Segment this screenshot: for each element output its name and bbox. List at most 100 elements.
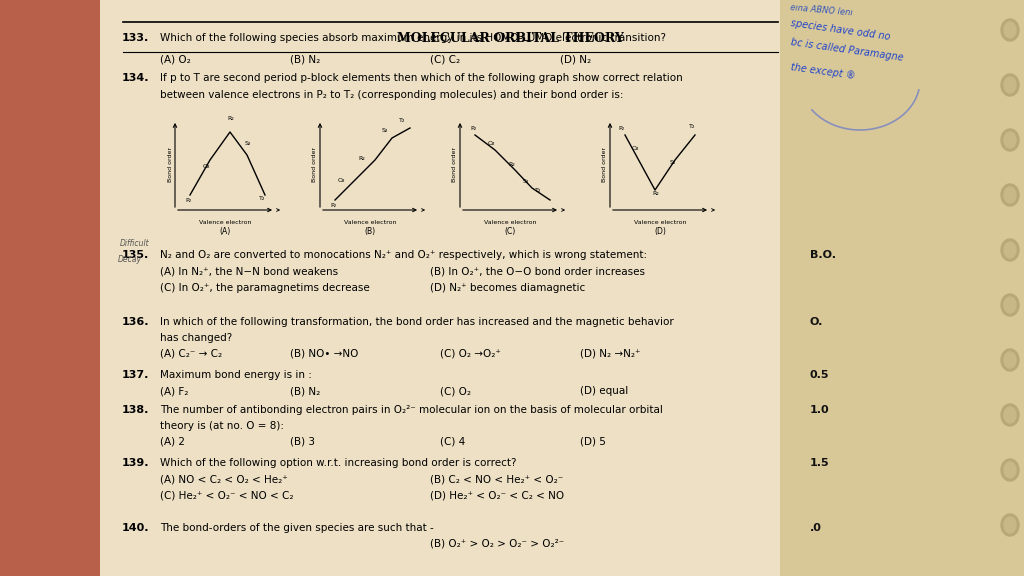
Text: (D): (D) xyxy=(654,227,666,236)
Text: 138.: 138. xyxy=(122,405,150,415)
Ellipse shape xyxy=(1004,462,1016,478)
Text: Which of the following species absorb maximum energy in its HOMO-LUMO electronic: Which of the following species absorb ma… xyxy=(160,33,666,43)
Text: 134.: 134. xyxy=(122,73,150,83)
Text: O₂: O₂ xyxy=(338,178,345,183)
Ellipse shape xyxy=(1004,22,1016,38)
Text: S₂: S₂ xyxy=(382,128,388,133)
Ellipse shape xyxy=(1004,297,1016,313)
Text: Which of the following option w.r.t. increasing bond order is correct?: Which of the following option w.r.t. inc… xyxy=(160,458,516,468)
Text: O₂: O₂ xyxy=(488,141,496,146)
Text: Maximum bond energy is in :: Maximum bond energy is in : xyxy=(160,370,312,380)
Text: Bond order: Bond order xyxy=(312,147,317,183)
Ellipse shape xyxy=(1001,74,1019,96)
Text: (D) He₂⁺ < O₂⁻ < C₂ < NO: (D) He₂⁺ < O₂⁻ < C₂ < NO xyxy=(430,490,564,500)
Ellipse shape xyxy=(1001,239,1019,261)
Text: (A) O₂: (A) O₂ xyxy=(160,55,190,65)
Ellipse shape xyxy=(1004,242,1016,258)
Text: (C): (C) xyxy=(505,227,516,236)
Text: 136.: 136. xyxy=(122,317,150,327)
Text: T₂: T₂ xyxy=(399,118,406,123)
Text: P₂: P₂ xyxy=(470,126,476,131)
Text: Bond order: Bond order xyxy=(602,147,607,183)
Ellipse shape xyxy=(1001,294,1019,316)
Text: B.O.: B.O. xyxy=(810,250,836,260)
Ellipse shape xyxy=(1001,459,1019,481)
Ellipse shape xyxy=(1004,187,1016,203)
Text: (C) In O₂⁺, the paramagnetims decrease: (C) In O₂⁺, the paramagnetims decrease xyxy=(160,283,370,293)
Ellipse shape xyxy=(1001,349,1019,371)
Ellipse shape xyxy=(1004,77,1016,93)
Text: bc is called Paramagne: bc is called Paramagne xyxy=(790,37,904,63)
Text: P₂: P₂ xyxy=(330,203,336,208)
Text: (D) N₂: (D) N₂ xyxy=(560,55,591,65)
Text: 137.: 137. xyxy=(122,370,150,380)
Text: (A) NO < C₂ < O₂ < He₂⁺: (A) NO < C₂ < O₂ < He₂⁺ xyxy=(160,474,288,484)
Text: (D) N₂ →N₂⁺: (D) N₂ →N₂⁺ xyxy=(580,349,640,359)
Ellipse shape xyxy=(1001,404,1019,426)
Text: Valence electron: Valence electron xyxy=(483,219,537,225)
Text: (A) F₂: (A) F₂ xyxy=(160,386,188,396)
Text: O₂: O₂ xyxy=(203,164,211,169)
Text: species have odd no: species have odd no xyxy=(790,18,891,42)
Text: 1.5: 1.5 xyxy=(810,458,829,468)
Ellipse shape xyxy=(1001,19,1019,41)
Text: The bond-orders of the given species are such that -: The bond-orders of the given species are… xyxy=(160,523,434,533)
Text: Bond order: Bond order xyxy=(453,147,458,183)
Text: S₂: S₂ xyxy=(245,141,251,146)
Text: R₂: R₂ xyxy=(508,162,515,167)
Text: O.: O. xyxy=(810,317,823,327)
Text: P₂: P₂ xyxy=(618,126,624,131)
Ellipse shape xyxy=(1004,517,1016,533)
Text: (B) In O₂⁺, the O−O bond order increases: (B) In O₂⁺, the O−O bond order increases xyxy=(430,267,645,277)
Text: the except ®: the except ® xyxy=(790,63,856,81)
Text: eına ABNO lenı: eına ABNO lenı xyxy=(790,3,853,17)
Text: (D) 5: (D) 5 xyxy=(580,437,606,447)
Text: If p to T are second period p-block elements then which of the following graph s: If p to T are second period p-block elem… xyxy=(160,73,683,83)
Text: N₂ and O₂ are converted to monocations N₂⁺ and O₂⁺ respectively, which is wrong : N₂ and O₂ are converted to monocations N… xyxy=(160,250,647,260)
Text: Difficult: Difficult xyxy=(120,238,150,248)
Text: The number of antibonding electron pairs in O₂²⁻ molecular ion on the basis of m: The number of antibonding electron pairs… xyxy=(160,405,663,415)
Text: 135.: 135. xyxy=(122,250,150,260)
Text: 139.: 139. xyxy=(122,458,150,468)
Ellipse shape xyxy=(1004,132,1016,148)
Text: (C) 4: (C) 4 xyxy=(440,437,465,447)
Ellipse shape xyxy=(1004,352,1016,368)
Text: Decay: Decay xyxy=(118,256,142,264)
Text: (B) C₂ < NO < He₂⁺ < O₂⁻: (B) C₂ < NO < He₂⁺ < O₂⁻ xyxy=(430,474,563,484)
Text: (B) O₂⁺ > O₂ > O₂⁻ > O₂²⁻: (B) O₂⁺ > O₂ > O₂⁻ > O₂²⁻ xyxy=(430,539,564,549)
Text: T₂: T₂ xyxy=(259,196,265,201)
Text: P₂: P₂ xyxy=(185,198,191,203)
Text: Valence electron: Valence electron xyxy=(199,219,251,225)
Text: Valence electron: Valence electron xyxy=(634,219,686,225)
Text: R₂: R₂ xyxy=(227,116,233,121)
Text: (A): (A) xyxy=(219,227,230,236)
Text: (B): (B) xyxy=(365,227,376,236)
Text: 133.: 133. xyxy=(122,33,150,43)
Text: (C) O₂ →O₂⁺: (C) O₂ →O₂⁺ xyxy=(440,349,501,359)
Ellipse shape xyxy=(1004,407,1016,423)
Text: (A) In N₂⁺, the N−N bond weakens: (A) In N₂⁺, the N−N bond weakens xyxy=(160,267,338,277)
Text: (C) O₂: (C) O₂ xyxy=(440,386,471,396)
Ellipse shape xyxy=(1001,129,1019,151)
Text: Valence electron: Valence electron xyxy=(344,219,396,225)
Text: S₂: S₂ xyxy=(670,160,677,165)
Text: (A) C₂⁻ → C₂: (A) C₂⁻ → C₂ xyxy=(160,349,222,359)
Text: R₂: R₂ xyxy=(652,191,658,196)
Text: between valence electrons in P₂ to T₂ (corresponding molecules) and their bond o: between valence electrons in P₂ to T₂ (c… xyxy=(160,90,624,100)
Text: (B) 3: (B) 3 xyxy=(290,437,315,447)
Text: Bond order: Bond order xyxy=(168,147,172,183)
Text: (B) NO• →NO: (B) NO• →NO xyxy=(290,349,358,359)
Text: .0: .0 xyxy=(810,523,822,533)
FancyBboxPatch shape xyxy=(0,0,115,576)
FancyBboxPatch shape xyxy=(100,0,780,576)
Text: S₂: S₂ xyxy=(523,179,529,184)
Text: theory is (at no. O = 8):: theory is (at no. O = 8): xyxy=(160,421,284,431)
Ellipse shape xyxy=(1001,184,1019,206)
Text: (C) C₂: (C) C₂ xyxy=(430,55,460,65)
Text: O₂: O₂ xyxy=(632,146,640,151)
Text: (B) N₂: (B) N₂ xyxy=(290,55,321,65)
Text: has changed?: has changed? xyxy=(160,333,232,343)
Text: T₂: T₂ xyxy=(689,124,695,129)
Text: (D) N₂⁺ becomes diamagnetic: (D) N₂⁺ becomes diamagnetic xyxy=(430,283,586,293)
Ellipse shape xyxy=(1001,514,1019,536)
